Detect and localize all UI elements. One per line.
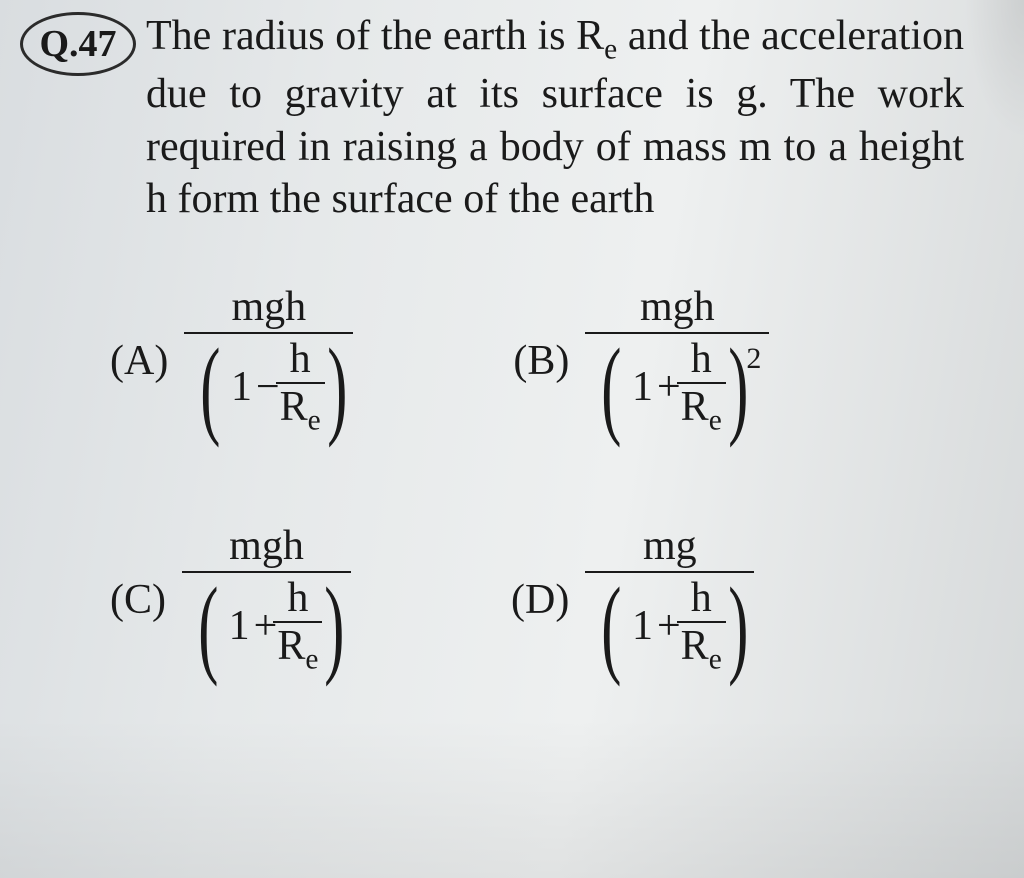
- option-d-paren-group: ( 1 + h Re ): [593, 577, 756, 675]
- option-c-paren-group: ( 1 + h Re ): [190, 577, 353, 675]
- option-d-numerator: mg: [635, 525, 705, 571]
- option-b-inner-num: h: [687, 338, 716, 382]
- option-a-one: 1: [229, 366, 254, 408]
- options-row-1: (A) mgh ( 1 − h Re: [110, 286, 984, 436]
- options-grid: (A) mgh ( 1 − h Re: [20, 286, 1004, 676]
- qtext-part1: The radius of the earth is R: [146, 13, 604, 59]
- option-a-inner-den: Re: [276, 382, 325, 436]
- lparen-icon: (: [198, 582, 218, 670]
- rparen-icon: ): [728, 582, 748, 670]
- option-b-exp: 2: [746, 344, 761, 374]
- question-number-badge: Q.47: [20, 12, 136, 76]
- option-b-inner-frac: h Re: [677, 338, 726, 436]
- option-d-inner-den-sub: e: [709, 644, 722, 676]
- option-c-numerator: mgh: [221, 525, 312, 571]
- rparen-icon: ): [325, 582, 345, 670]
- option-a-numerator: mgh: [223, 286, 314, 332]
- option-c-one: 1: [227, 605, 252, 647]
- question-row: Q.47 The radius of the earth is Re and t…: [20, 10, 1004, 226]
- option-c-inner-num: h: [283, 577, 312, 621]
- option-b-fraction: mgh ( 1 + h Re ): [585, 286, 769, 436]
- exam-page: Q.47 The radius of the earth is Re and t…: [0, 0, 1024, 765]
- option-b-label: (B): [513, 337, 569, 385]
- option-b: (B) mgh ( 1 + h Re: [513, 286, 769, 436]
- option-c-inner-frac: h Re: [273, 577, 322, 675]
- option-c-inner-den-base: R: [277, 623, 305, 669]
- lparen-icon: (: [602, 582, 622, 670]
- options-row-2: (C) mgh ( 1 + h Re: [110, 525, 984, 675]
- option-c-label: (C): [110, 576, 166, 624]
- option-a-paren-group: ( 1 − h Re ): [192, 338, 355, 436]
- rparen-icon: ): [728, 343, 748, 431]
- option-a-denominator: ( 1 − h Re ): [184, 332, 353, 436]
- option-c-inner-den: Re: [273, 621, 322, 675]
- option-d-fraction: mg ( 1 + h Re ): [585, 525, 754, 675]
- option-d-inner-frac: h Re: [677, 577, 726, 675]
- question-number: Q.47: [39, 22, 116, 66]
- option-c: (C) mgh ( 1 + h Re: [110, 525, 351, 675]
- option-a-inner-num: h: [286, 338, 315, 382]
- option-a-fraction: mgh ( 1 − h Re ): [184, 286, 353, 436]
- option-d-denominator: ( 1 + h Re ): [585, 571, 754, 675]
- option-a-inner-den-sub: e: [308, 404, 321, 436]
- option-b-numerator: mgh: [632, 286, 723, 332]
- option-c-inner-den-sub: e: [305, 644, 318, 676]
- option-a-label: (A): [110, 337, 168, 385]
- option-c-denominator: ( 1 + h Re ): [182, 571, 351, 675]
- lparen-icon: (: [201, 343, 221, 431]
- lparen-icon: (: [602, 343, 622, 431]
- qtext-sub1: e: [604, 33, 617, 65]
- rparen-icon: ): [327, 343, 347, 431]
- option-b-inner-den-base: R: [681, 384, 709, 430]
- option-d-one: 1: [630, 605, 655, 647]
- option-a: (A) mgh ( 1 − h Re: [110, 286, 353, 436]
- option-b-inner-den: Re: [677, 382, 726, 436]
- option-c-fraction: mgh ( 1 + h Re ): [182, 525, 351, 675]
- option-d-label: (D): [511, 576, 569, 624]
- option-d-inner-num: h: [687, 577, 716, 621]
- option-b-denominator: ( 1 + h Re ) 2: [585, 332, 769, 436]
- option-d: (D) mg ( 1 + h Re: [511, 525, 754, 675]
- option-a-inner-den-base: R: [280, 384, 308, 430]
- option-b-inner-den-sub: e: [709, 404, 722, 436]
- option-d-inner-den: Re: [677, 621, 726, 675]
- question-text: The radius of the earth is Re and the ac…: [146, 10, 1004, 226]
- option-b-paren-group: ( 1 + h Re ): [593, 338, 756, 436]
- option-a-inner-frac: h Re: [276, 338, 325, 436]
- option-b-one: 1: [630, 366, 655, 408]
- option-d-inner-den-base: R: [681, 623, 709, 669]
